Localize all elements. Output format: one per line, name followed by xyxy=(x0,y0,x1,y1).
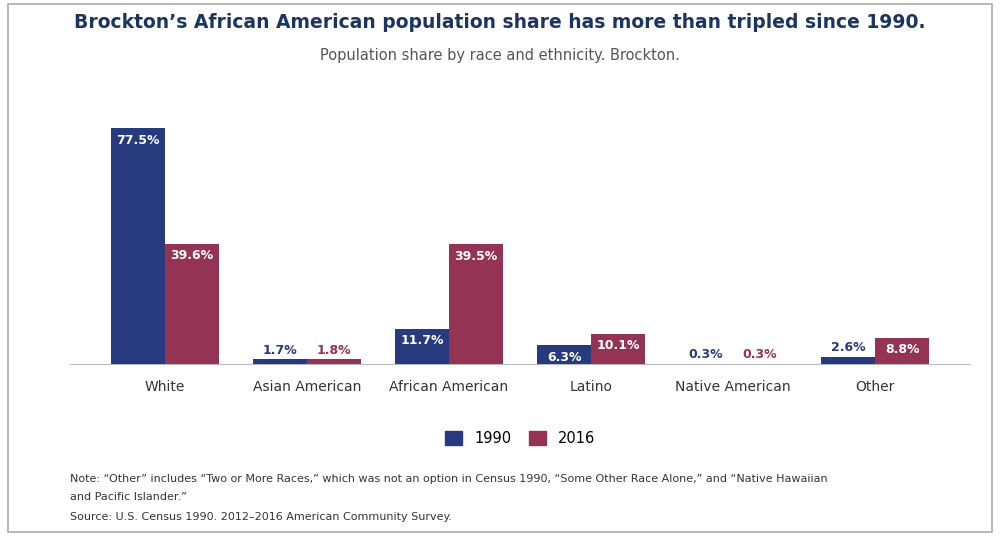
Bar xyxy=(253,359,307,364)
Bar xyxy=(821,356,875,364)
Text: Population share by race and ethnicity. Brockton.: Population share by race and ethnicity. … xyxy=(320,48,680,63)
Text: Source: U.S. Census 1990. 2012–2016 American Community Survey.: Source: U.S. Census 1990. 2012–2016 Amer… xyxy=(70,512,452,522)
Text: 8.8%: 8.8% xyxy=(885,343,919,356)
Bar xyxy=(449,244,503,364)
Text: Brockton’s African American population share has more than tripled since 1990.: Brockton’s African American population s… xyxy=(74,13,926,32)
Text: 77.5%: 77.5% xyxy=(116,134,160,147)
Text: 0.3%: 0.3% xyxy=(689,348,723,361)
Text: 2.6%: 2.6% xyxy=(831,341,865,354)
Bar xyxy=(307,359,361,364)
Text: 39.6%: 39.6% xyxy=(170,249,213,262)
Bar xyxy=(875,338,929,364)
Legend: 1990, 2016: 1990, 2016 xyxy=(439,426,601,452)
Text: 0.3%: 0.3% xyxy=(743,348,777,361)
Text: 10.1%: 10.1% xyxy=(596,339,640,352)
Bar xyxy=(111,129,165,364)
Bar xyxy=(679,363,733,364)
Bar xyxy=(733,363,787,364)
Text: 11.7%: 11.7% xyxy=(400,334,444,347)
Bar xyxy=(591,334,645,364)
Text: 6.3%: 6.3% xyxy=(547,351,581,364)
Bar xyxy=(165,244,219,364)
Text: 1.7%: 1.7% xyxy=(263,344,297,357)
Text: 39.5%: 39.5% xyxy=(454,250,498,263)
Text: 1.8%: 1.8% xyxy=(317,344,351,356)
Bar xyxy=(537,345,591,364)
Bar xyxy=(395,329,449,364)
Text: and Pacific Islander.”: and Pacific Islander.” xyxy=(70,492,187,502)
Text: Note: “Other” includes “Two or More Races,” which was not an option in Census 19: Note: “Other” includes “Two or More Race… xyxy=(70,474,828,485)
